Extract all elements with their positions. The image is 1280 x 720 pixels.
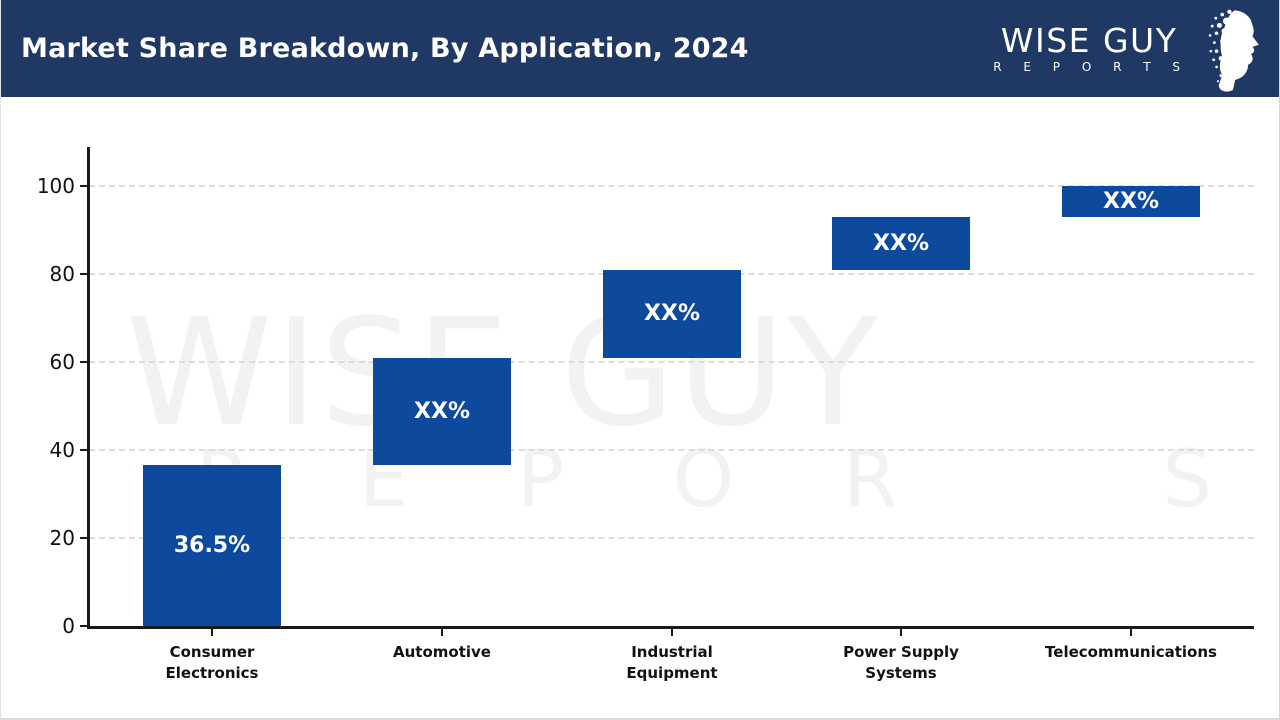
x-axis-category-label: Telecommunications bbox=[1015, 642, 1247, 663]
logo-subtitle: R E P O R T S bbox=[993, 59, 1189, 74]
x-axis-tick-mark bbox=[1129, 628, 1133, 636]
category-label-line: Electronics bbox=[165, 664, 259, 682]
plot: 0 20 40 60 80 100 36.5% XX% XX% XX% XX% Consumer Ele… bbox=[1, 97, 1279, 718]
bar-industrial-equipment: XX% bbox=[603, 269, 741, 358]
category-label-line: Systems bbox=[865, 664, 937, 682]
bar-value-label: XX% bbox=[644, 301, 700, 327]
x-axis-tick-mark bbox=[670, 628, 674, 636]
x-axis-category-label: Consumer Electronics bbox=[96, 642, 328, 684]
y-axis-tick-mark bbox=[80, 361, 88, 364]
report-header: Market Share Breakdown, By Application, … bbox=[1, 0, 1279, 97]
y-axis-tick-mark bbox=[80, 185, 88, 188]
wise-guy-reports-logo: WISE GUY R E P O R T S bbox=[989, 6, 1265, 92]
x-axis-category-label: Industrial Equipment bbox=[556, 642, 788, 684]
gridline bbox=[89, 185, 1254, 187]
bar-value-label: XX% bbox=[414, 398, 470, 424]
gridline bbox=[89, 361, 1254, 363]
x-axis-category-label: Power Supply Systems bbox=[785, 642, 1017, 684]
bar-consumer-electronics: 36.5% bbox=[143, 465, 281, 626]
gridline bbox=[89, 537, 1254, 539]
y-axis-tick-label: 40 bbox=[49, 438, 75, 462]
category-label-line: Industrial bbox=[631, 643, 713, 661]
category-label-line: Power Supply bbox=[843, 643, 959, 661]
y-axis-tick-label: 0 bbox=[62, 614, 75, 638]
logo-text: WISE GUY R E P O R T S bbox=[989, 24, 1189, 74]
category-label-line: Telecommunications bbox=[1045, 643, 1217, 661]
bar-automotive: XX% bbox=[373, 357, 511, 466]
x-axis-tick-mark bbox=[899, 628, 903, 636]
x-axis-spine bbox=[87, 626, 1254, 629]
y-axis-tick-mark bbox=[80, 273, 88, 276]
y-axis-tick-label: 20 bbox=[49, 526, 75, 550]
x-axis-tick-mark bbox=[440, 628, 444, 636]
category-label-line: Consumer bbox=[169, 643, 255, 661]
chart-area: WISE GUY R E P O R T S 0 20 40 60 80 100 36.5%… bbox=[1, 97, 1279, 718]
logo-wordmark: WISE GUY bbox=[1000, 20, 1178, 60]
bar-value-label: 36.5% bbox=[173, 533, 251, 559]
y-axis-tick-label: 60 bbox=[49, 350, 75, 374]
y-axis-tick-mark bbox=[80, 449, 88, 452]
dotted-face-icon bbox=[1208, 9, 1259, 92]
x-axis-category-label: Automotive bbox=[326, 642, 558, 663]
category-label-line: Equipment bbox=[626, 664, 718, 682]
bar-power-supply-systems: XX% bbox=[832, 216, 970, 270]
y-axis-tick-mark bbox=[80, 537, 88, 540]
y-axis-spine bbox=[87, 147, 90, 629]
bar-telecommunications: XX% bbox=[1062, 186, 1200, 217]
category-label-line: Automotive bbox=[393, 643, 491, 661]
bar-value-label: XX% bbox=[873, 230, 929, 256]
y-axis-tick-label: 100 bbox=[36, 174, 75, 198]
chart-title: Market Share Breakdown, By Application, … bbox=[21, 33, 749, 64]
gridline bbox=[89, 449, 1254, 451]
bar-value-label: XX% bbox=[1103, 188, 1159, 214]
y-axis-tick-mark bbox=[80, 625, 88, 628]
y-axis-tick-label: 80 bbox=[49, 262, 75, 286]
x-axis-tick-mark bbox=[210, 628, 214, 636]
